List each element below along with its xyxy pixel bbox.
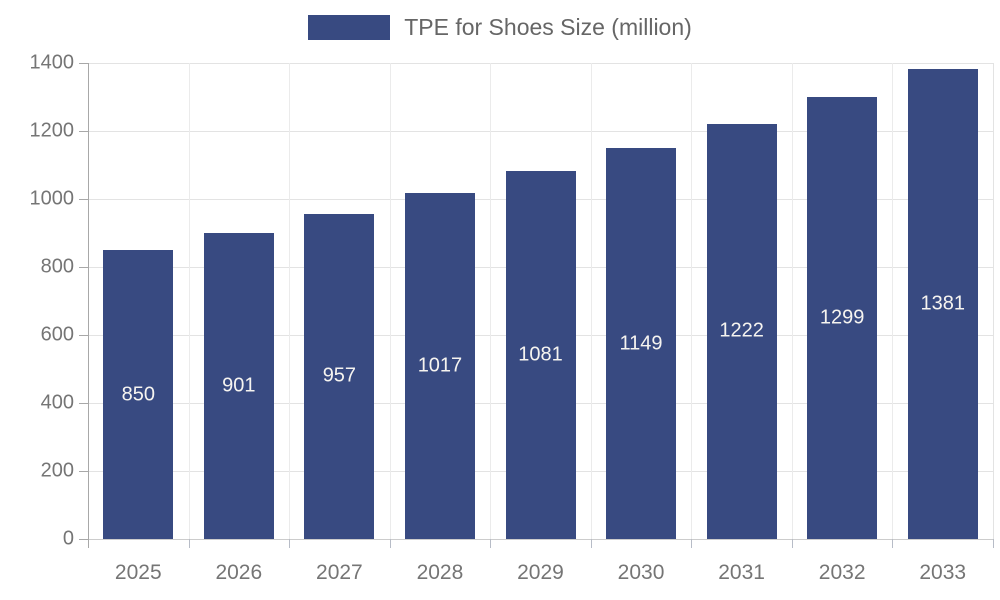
bar-value-label: 1017 (417, 354, 463, 377)
x-tick-label: 2031 (718, 561, 765, 584)
legend-swatch-icon (308, 15, 391, 40)
bar-value-label: 1222 (719, 319, 764, 342)
y-axis-tick (79, 199, 88, 200)
x-axis-tick (892, 539, 894, 548)
bar-value-label: 1149 (619, 332, 663, 355)
bar-value-label: 901 (222, 374, 256, 397)
x-axis-tick (993, 539, 994, 548)
x-axis-tick (791, 539, 793, 548)
y-axis-tick (79, 267, 88, 268)
y-tick-label: 1400 (29, 51, 75, 74)
x-tick-label: 2027 (316, 561, 363, 584)
y-tick-label: 800 (40, 255, 74, 278)
y-axis-tick (79, 131, 88, 132)
x-axis-tick (490, 539, 492, 548)
bar: 1299 (807, 97, 878, 539)
bar: 1149 (606, 148, 677, 539)
y-gridline (88, 63, 993, 64)
x-axis-tick (590, 539, 592, 548)
x-axis-tick (289, 539, 291, 548)
bar-value-label: 1081 (518, 343, 563, 366)
x-tick-label: 2026 (215, 561, 263, 584)
x-gridline (188, 63, 190, 539)
y-axis-tick (79, 539, 88, 540)
x-tick-label: 2032 (818, 561, 866, 584)
plot-right-border (993, 63, 994, 539)
x-tick-label: 2033 (919, 561, 967, 584)
y-axis-tick (79, 335, 88, 336)
bar: 957 (304, 213, 375, 539)
bar-value-label: 1299 (819, 306, 865, 329)
y-axis-tick (79, 471, 88, 472)
y-gridline (88, 131, 993, 132)
bar-value-label: 957 (322, 364, 357, 387)
x-gridline (389, 63, 391, 539)
y-gridline (88, 539, 993, 540)
x-gridline (289, 63, 291, 539)
x-gridline (490, 63, 492, 539)
y-tick-label: 200 (40, 459, 74, 482)
y-tick-label: 1200 (29, 119, 75, 142)
chart-legend: TPE for Shoes Size (million) (0, 14, 1000, 41)
x-tick-label: 2029 (517, 561, 564, 584)
legend-item[interactable]: TPE for Shoes Size (million) (308, 14, 692, 41)
bar: 1017 (404, 193, 475, 539)
bar: 850 (103, 250, 174, 539)
x-axis-tick (691, 539, 693, 548)
y-axis-tick (79, 63, 88, 64)
y-tick-label: 400 (40, 391, 74, 414)
x-axis-tick (389, 539, 391, 548)
bar: 1081 (505, 171, 576, 539)
bar: 1222 (706, 123, 777, 539)
x-tick-label: 2028 (416, 561, 464, 584)
y-axis-line (88, 63, 89, 548)
bar: 1381 (907, 69, 978, 539)
y-axis-tick (79, 403, 88, 404)
x-gridline (590, 63, 592, 539)
y-tick-label: 0 (62, 527, 74, 550)
x-gridline (691, 63, 693, 539)
x-tick-label: 2030 (617, 561, 665, 584)
y-tick-label: 1000 (29, 187, 75, 210)
x-gridline (791, 63, 793, 539)
bar-value-label: 850 (121, 383, 155, 405)
legend-label: TPE for Shoes Size (million) (404, 14, 692, 40)
y-tick-label: 600 (40, 323, 74, 346)
x-gridline (892, 63, 894, 539)
bar-value-label: 1381 (920, 292, 965, 315)
bar: 901 (203, 232, 274, 539)
x-tick-label: 2025 (114, 561, 162, 584)
x-axis-tick (188, 539, 190, 548)
